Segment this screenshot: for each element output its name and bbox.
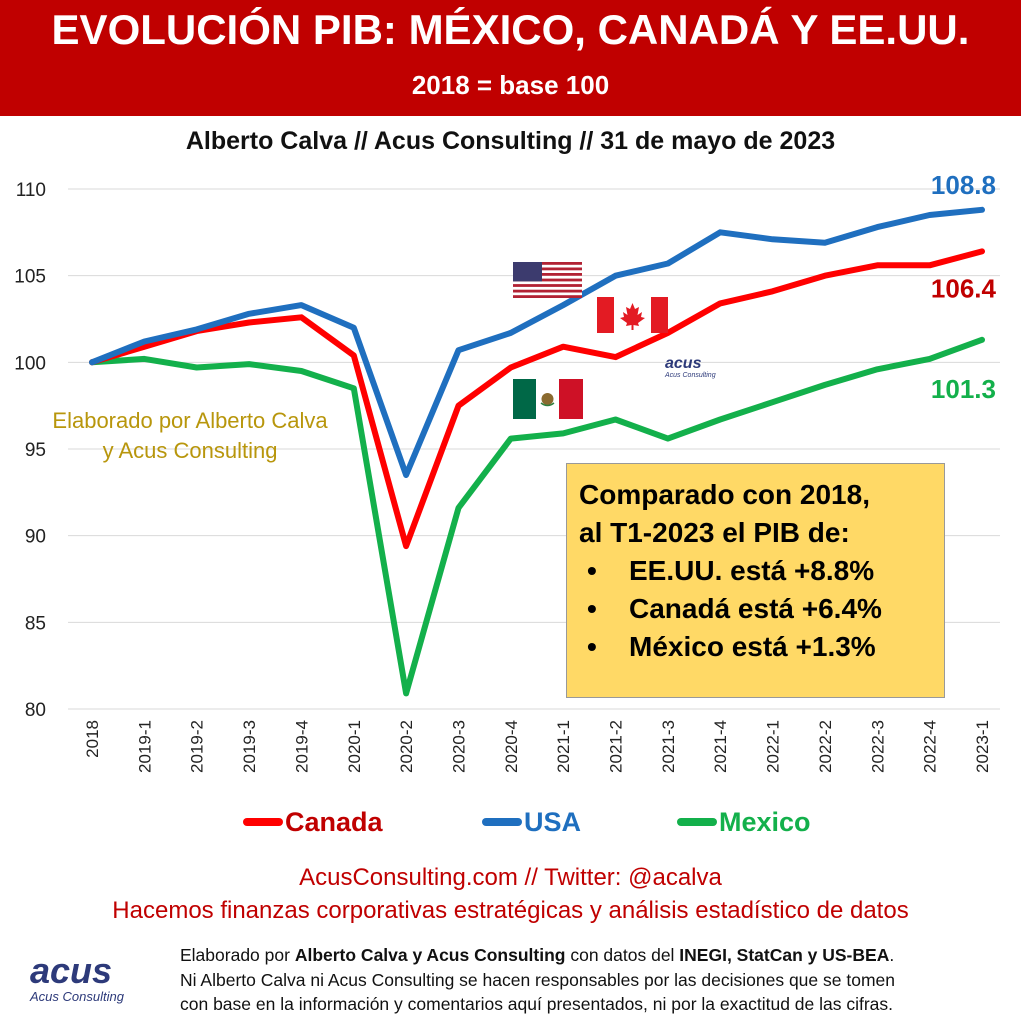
acus-logo-text: acus [665,355,702,372]
y-axis-ticks: 80 85 90 95 100 105 110 [14,180,46,721]
y-tick-label: 95 [25,440,46,461]
legend-item-canada: Canada [243,806,383,838]
y-tick-label: 100 [14,353,46,374]
mexico-flag-icon [513,379,583,419]
footer-tagline: Hacemos finanzas corporativas estratégic… [112,897,909,924]
x-tick-label: 2022-4 [921,720,940,773]
series-line-mexico [89,336,985,697]
x-tick-label: 2019-3 [240,720,259,773]
x-tick-label: 2023-1 [973,720,992,773]
y-tick-label: 110 [16,180,46,201]
legend-swatch-mexico [677,818,717,826]
chart-legend: Canada USA Mexico [0,800,1021,844]
x-tick-label: 2018 [83,720,102,758]
x-tick-label: 2020-1 [345,720,364,773]
series-lines [89,206,985,697]
x-tick-label: 2022-2 [816,720,835,773]
y-tick-label: 105 [14,267,46,288]
disclaimer-line-1: Elaborado por Alberto Calva y Acus Consu… [180,945,895,965]
legend-label-canada: Canada [285,806,383,837]
legend-swatch-canada [243,818,283,826]
end-label-mexico: 101.3 [931,374,996,404]
legend-label-mexico: Mexico [719,806,811,837]
gdp-line-chart: 80 85 90 95 100 105 110 2018 2019-1 2019-2 2019-3… [14,170,1000,773]
author-line: Alberto Calva // Acus Consulting // 31 d… [185,127,836,155]
x-axis-ticks: 2018 2019-1 2019-2 2019-3 2019-4 2020-1 2020-2… [83,720,992,773]
legend-swatch-usa [482,818,522,826]
bullet-icon: • [587,631,597,662]
acus-logo-footer: acus Acus Consulting [30,950,140,1005]
bullet-icon: • [587,555,597,586]
x-tick-label: 2021-1 [554,720,573,773]
legend-label-usa: USA [524,806,582,837]
bullet-icon: • [587,593,597,624]
callout-item-mexico: • México está +1.3% [579,628,934,666]
x-tick-label: 2022-3 [868,720,887,773]
y-tick-label: 80 [25,700,46,721]
x-tick-label: 2020-4 [502,720,521,773]
x-tick-label: 2021-3 [659,720,678,773]
y-tick-label: 85 [25,613,46,634]
x-tick-label: 2019-4 [292,720,311,773]
series-line-canada [89,248,985,550]
x-tick-label: 2020-3 [449,720,468,773]
watermark-line-1: Elaborado por Alberto Calva [52,408,328,433]
page-subtitle: 2018 = base 100 [411,70,610,100]
disclaimer-line-3: con base en la información y comentarios… [180,994,894,1014]
title-banner: EVOLUCIÓN PIB: MÉXICO, CANADÁ Y EE.UU. 2… [0,0,1021,116]
x-tick-label: 2019-2 [188,720,207,773]
acus-logo-chart: acus Acus Consulting [665,355,725,380]
end-label-usa: 108.8 [931,170,996,200]
watermark-text: Elaborado por Alberto Calva y Acus Consu… [30,406,350,466]
y-tick-label: 90 [25,527,46,548]
x-tick-label: 2022-1 [764,720,783,773]
usa-flag-icon [513,262,582,298]
acus-logo-text: acus [30,950,113,991]
watermark-line-2: y Acus Consulting [102,438,278,463]
callout-item-usa: • EE.UU. está +8.8% [579,552,934,590]
disclaimer: Elaborado por Alberto Calva y Acus Consu… [180,943,1000,1017]
footer-website: AcusConsulting.com // Twitter: @acalva [299,864,722,891]
acus-logo-tagline: Acus Consulting [665,372,716,379]
callout-line-2: al T1-2023 el PIB de: [579,517,850,548]
x-tick-label: 2020-2 [397,720,416,773]
legend-item-mexico: Mexico [677,806,811,838]
acus-logo-tagline: Acus Consulting [30,989,124,1004]
disclaimer-line-2: Ni Alberto Calva ni Acus Consulting se h… [180,969,895,990]
end-labels: 106.4 108.8 101.3 [931,170,997,404]
callout-line-1: Comparado con 2018, [579,479,870,510]
series-line-usa [89,206,985,478]
canada-flag-icon [597,297,668,333]
legend-item-usa: USA [482,806,581,838]
end-label-canada: 106.4 [931,273,997,303]
callout-item-canada: • Canadá está +6.4% [579,590,934,628]
x-tick-label: 2021-2 [607,720,626,773]
x-tick-label: 2021-4 [711,720,730,773]
x-tick-label: 2019-1 [135,720,154,773]
summary-callout: Comparado con 2018, al T1-2023 el PIB de… [566,463,945,698]
page-title: EVOLUCIÓN PIB: MÉXICO, CANADÁ Y EE.UU. [51,6,970,53]
